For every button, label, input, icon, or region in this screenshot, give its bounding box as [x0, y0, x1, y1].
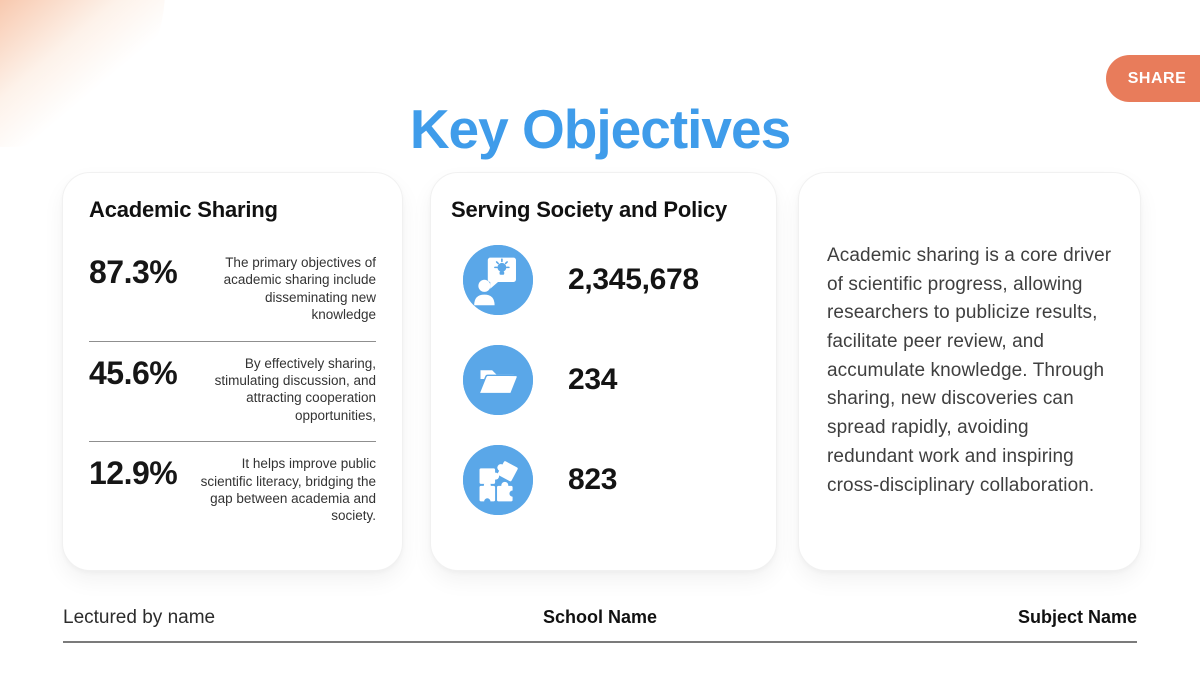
academic-sharing-card: Academic Sharing 87.3% The primary objec…: [62, 172, 403, 571]
stat-value: 12.9%: [89, 455, 178, 492]
stat-value: 87.3%: [89, 254, 178, 290]
footer-divider: [63, 641, 1137, 643]
stat-row: 12.9% It helps improve public scientific…: [89, 441, 376, 542]
stat-row: 45.6% By effectively sharing, stimulatin…: [89, 340, 376, 442]
serving-society-card: Serving Society and Policy: [430, 172, 777, 571]
footer: Lectured by name School Name Subject Nam…: [63, 607, 1137, 629]
metric-value: 2,345,678: [568, 263, 699, 296]
serving-society-title: Serving Society and Policy: [451, 197, 728, 222]
stat-description: By effectively sharing, stimulating disc…: [214, 355, 376, 423]
open-folder-icon: [463, 345, 533, 415]
puzzle-icon: [463, 445, 533, 515]
share-button[interactable]: SHARE: [1106, 55, 1200, 102]
stat-value: 45.6%: [89, 354, 178, 391]
metric-row: 2,345,678: [463, 245, 756, 315]
page-title: Key Objectives: [409, 97, 791, 160]
metric-value: 234: [568, 363, 618, 396]
description-card: Academic sharing is a core driver of sci…: [798, 172, 1141, 571]
stat-description: It helps improve public scientific liter…: [200, 456, 376, 524]
academic-sharing-title: Academic Sharing: [89, 197, 278, 222]
stat-description: The primary objectives of academic shari…: [223, 255, 376, 323]
description-text: Academic sharing is a core driver of sci…: [827, 245, 1112, 496]
metric-row: 823: [463, 445, 756, 515]
metric-value: 823: [568, 463, 618, 496]
metric-row: 234: [463, 345, 756, 415]
subject-name: Subject Name: [1017, 607, 1137, 627]
presentation-idea-icon: [463, 245, 533, 315]
lecturer-name: Lectured by name: [63, 607, 216, 628]
stat-row: 87.3% The primary objectives of academic…: [89, 241, 376, 341]
school-name: School Name: [542, 607, 658, 627]
